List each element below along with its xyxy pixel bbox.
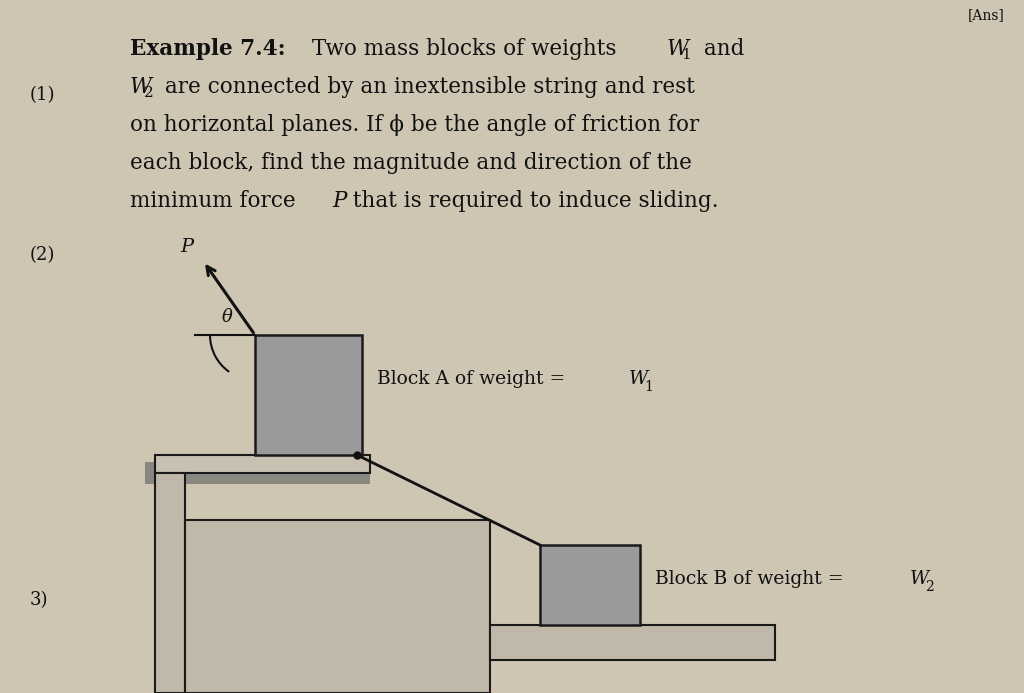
Text: Block A of weight =: Block A of weight = <box>377 370 571 388</box>
Text: θ: θ <box>221 308 232 326</box>
Text: 3): 3) <box>30 591 48 609</box>
Bar <box>185 520 490 693</box>
Text: 1: 1 <box>681 48 691 62</box>
Text: and: and <box>697 38 744 60</box>
Text: Two mass blocks of weights: Two mass blocks of weights <box>305 38 624 60</box>
Text: W: W <box>629 370 648 388</box>
Text: minimum force: minimum force <box>130 190 302 212</box>
Text: 2: 2 <box>925 580 934 594</box>
Text: [Ans]: [Ans] <box>968 8 1005 22</box>
Text: that is required to induce sliding.: that is required to induce sliding. <box>346 190 719 212</box>
Text: on horizontal planes. If ϕ be the angle of friction for: on horizontal planes. If ϕ be the angle … <box>130 114 699 136</box>
Bar <box>540 545 640 625</box>
Text: (1): (1) <box>30 86 55 104</box>
Text: are connected by an inextensible string and rest: are connected by an inextensible string … <box>158 76 695 98</box>
Text: P: P <box>180 238 194 256</box>
Bar <box>255 335 362 455</box>
Text: 1: 1 <box>644 380 653 394</box>
Text: P: P <box>332 190 346 212</box>
Text: W: W <box>667 38 689 60</box>
Text: W: W <box>130 76 153 98</box>
Text: Example 7.4:: Example 7.4: <box>130 38 286 60</box>
Text: (2): (2) <box>30 246 55 264</box>
Text: each block, find the magnitude and direction of the: each block, find the magnitude and direc… <box>130 152 692 174</box>
Bar <box>155 455 370 473</box>
Text: Block B of weight =: Block B of weight = <box>655 570 850 588</box>
Text: 2: 2 <box>144 86 154 100</box>
Text: W: W <box>910 570 929 588</box>
Bar <box>490 625 775 660</box>
Bar <box>145 462 370 484</box>
Bar <box>155 473 185 693</box>
